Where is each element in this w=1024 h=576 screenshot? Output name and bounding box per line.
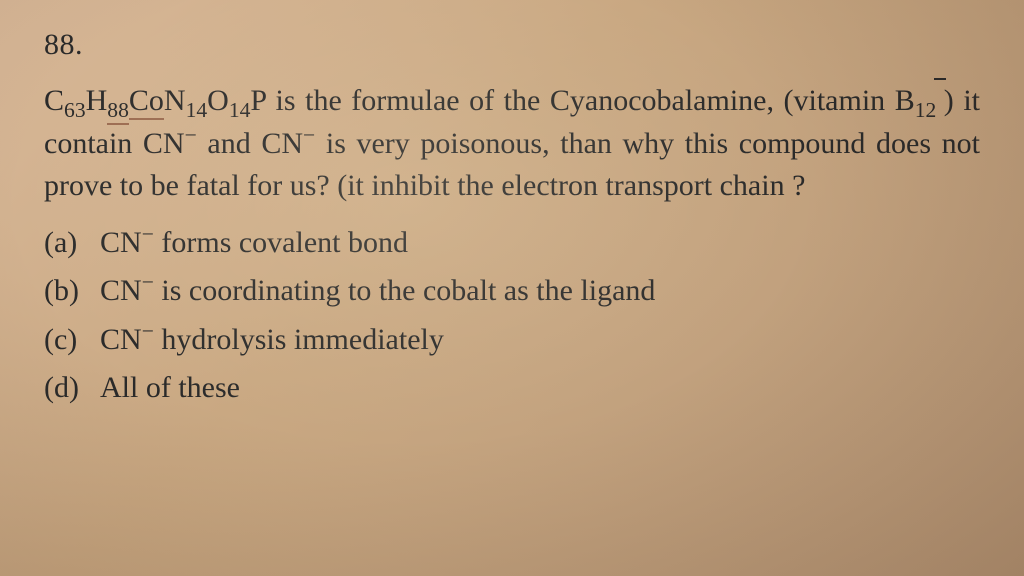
options-list: (a)CN− forms covalent bond (b)CN− is coo… [44,220,980,412]
option-label: (c) [44,317,100,364]
option-text: CN− hydrolysis immediately [100,323,444,356]
exam-question-block: 88. C63H88CoN14O14P is the formulae of t… [0,0,1024,434]
option-text: CN− forms covalent bond [100,226,408,259]
option-label: (d) [44,365,100,412]
question-number: 88. [44,28,980,62]
option-d: (d)All of these [44,365,980,412]
option-text: All of these [100,371,240,404]
option-a: (a)CN− forms covalent bond [44,220,980,267]
option-text: CN− is coordinating to the cobalt as the… [100,274,655,307]
question-text: C63H88CoN14O14P is the formulae of the C… [44,80,980,208]
option-c: (c)CN− hydrolysis immediately [44,317,980,364]
option-label: (a) [44,220,100,267]
option-label: (b) [44,268,100,315]
option-b: (b)CN− is coordinating to the cobalt as … [44,268,980,315]
